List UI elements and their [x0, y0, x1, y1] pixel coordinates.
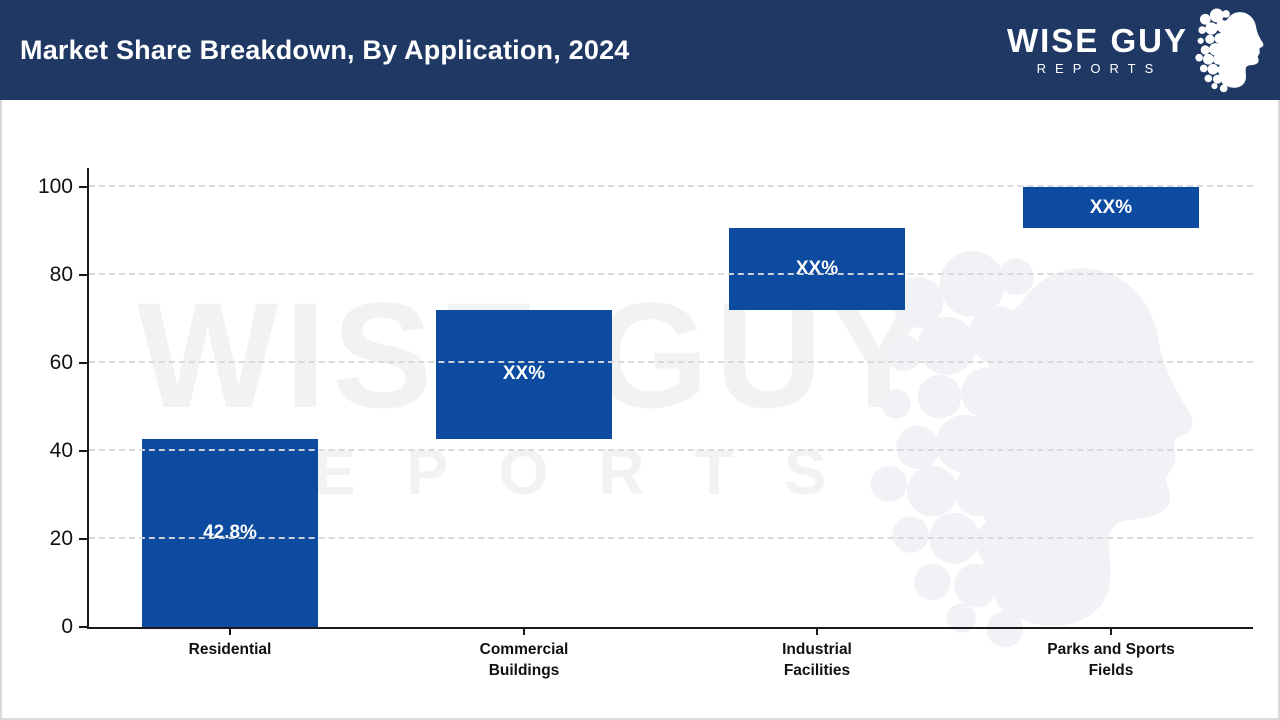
x-tick-mark-3 [1110, 627, 1112, 635]
x-tick-mark-0 [229, 627, 231, 635]
brand-logo: WISE GUY REPORTS [1007, 7, 1280, 93]
bar-value-label: XX% [502, 363, 546, 385]
y-tick-label-0: 0 [61, 615, 73, 638]
brand-name: WISE GUY [1006, 22, 1188, 59]
x-category-label-1: Commercial Buildings [479, 641, 569, 679]
gridline-100 [89, 185, 1253, 187]
page-title: Market Share Breakdown, By Application, … [20, 34, 630, 65]
brand-text: WISE GUY REPORTS [1007, 24, 1188, 76]
bar-segment-3: XX% [1023, 187, 1199, 229]
wise-guy-face-icon [1195, 8, 1264, 93]
y-tick-mark-60 [79, 362, 87, 364]
gridline-40 [89, 449, 1253, 451]
x-tick-mark-2 [816, 627, 818, 635]
bar-segment-1: XX% [436, 310, 612, 439]
gridline-80 [89, 273, 1253, 275]
y-tick-label-20: 20 [49, 527, 73, 550]
x-category-label-0: Residential [188, 641, 272, 658]
plot-area: 0 20 40 60 80 100 42.8% Residential XX% Commercia… [38, 168, 1253, 679]
y-tick-mark-80 [79, 274, 87, 276]
y-tick-mark-40 [79, 450, 87, 452]
y-tick-label-40: 40 [49, 439, 73, 462]
y-tick-mark-100 [79, 186, 87, 188]
bar-segment-2: XX% [729, 228, 905, 311]
y-tick-mark-0 [79, 626, 87, 628]
bar-value-label: 42.8% [203, 521, 257, 543]
x-tick-mark-1 [523, 627, 525, 635]
y-axis-line [87, 168, 89, 629]
y-tick-label-100: 100 [37, 175, 73, 198]
brand-subtitle: REPORTS [1036, 61, 1163, 76]
bar-value-label: XX% [1089, 196, 1133, 218]
y-tick-label-60: 60 [49, 351, 73, 374]
bar-value-label: XX% [795, 258, 839, 280]
y-tick-label-80: 80 [49, 263, 73, 286]
x-axis-line [87, 627, 1253, 629]
header-bar: Market Share Breakdown, By Application, … [0, 0, 1280, 100]
gridline-60 [89, 361, 1253, 363]
y-tick-mark-20 [79, 538, 87, 540]
bar-segment-0: 42.8% [142, 438, 318, 627]
gridline-20 [89, 537, 1253, 539]
x-category-label-2: Industrial Facilities [782, 641, 852, 679]
x-category-label-3: Parks and Sports Fields [1047, 641, 1175, 679]
chart-area: WISE GUY REPORTS 0 20 40 60 80 100 42.8% Reside… [0, 100, 1280, 720]
